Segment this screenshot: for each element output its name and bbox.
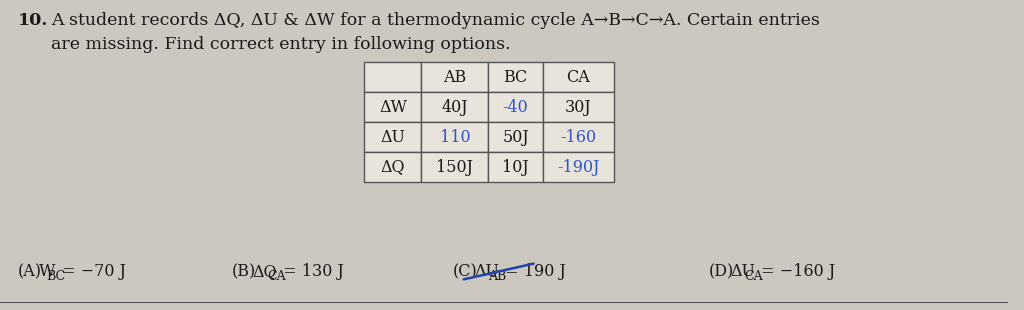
Bar: [488, 152, 543, 182]
Text: CA: CA: [267, 269, 286, 282]
Text: AB: AB: [443, 69, 467, 86]
Bar: [543, 152, 613, 182]
Text: 50J: 50J: [502, 129, 529, 145]
Bar: [543, 92, 613, 122]
Text: A student records ΔQ, ΔU & ΔW for a thermodynamic cycle A→B→C→A. Certain entries: A student records ΔQ, ΔU & ΔW for a ther…: [51, 12, 820, 29]
Text: ΔU: ΔU: [381, 129, 406, 145]
Text: BC: BC: [504, 69, 527, 86]
Text: 10.: 10.: [17, 12, 48, 29]
Bar: [365, 152, 422, 182]
Text: CA: CA: [566, 69, 590, 86]
Bar: [488, 122, 543, 152]
Text: -40: -40: [503, 99, 528, 116]
Text: 40J: 40J: [441, 99, 468, 116]
Text: = −70 J: = −70 J: [57, 264, 126, 281]
Text: (B): (B): [231, 264, 256, 281]
Text: ΔW: ΔW: [379, 99, 407, 116]
Text: ΔU: ΔU: [730, 264, 756, 281]
Text: (D): (D): [709, 264, 734, 281]
Text: 110: 110: [439, 129, 470, 145]
Bar: [422, 152, 488, 182]
Bar: [365, 122, 422, 152]
Text: ΔU: ΔU: [474, 264, 499, 281]
Bar: [365, 92, 422, 122]
Bar: [543, 122, 613, 152]
Bar: [488, 92, 543, 122]
Bar: [422, 122, 488, 152]
Bar: [543, 62, 613, 92]
Text: 30J: 30J: [564, 99, 592, 116]
Text: = 190 J: = 190 J: [500, 264, 565, 281]
Text: BC: BC: [46, 269, 66, 282]
Text: (C): (C): [453, 264, 478, 281]
Text: W: W: [39, 264, 55, 281]
Bar: [422, 92, 488, 122]
Text: are missing. Find correct entry in following options.: are missing. Find correct entry in follo…: [51, 36, 511, 53]
Text: -160: -160: [560, 129, 596, 145]
Text: (A): (A): [17, 264, 42, 281]
Bar: [365, 62, 422, 92]
Text: 10J: 10J: [502, 158, 529, 175]
Text: ΔQ: ΔQ: [253, 264, 278, 281]
Text: CA: CA: [744, 269, 763, 282]
Text: 150J: 150J: [436, 158, 473, 175]
Text: AB: AB: [488, 269, 507, 282]
Bar: [488, 62, 543, 92]
Text: = 130 J: = 130 J: [279, 264, 344, 281]
Text: = −160 J: = −160 J: [756, 264, 836, 281]
Bar: [422, 62, 488, 92]
Text: -190J: -190J: [557, 158, 599, 175]
Text: ΔQ: ΔQ: [381, 158, 406, 175]
